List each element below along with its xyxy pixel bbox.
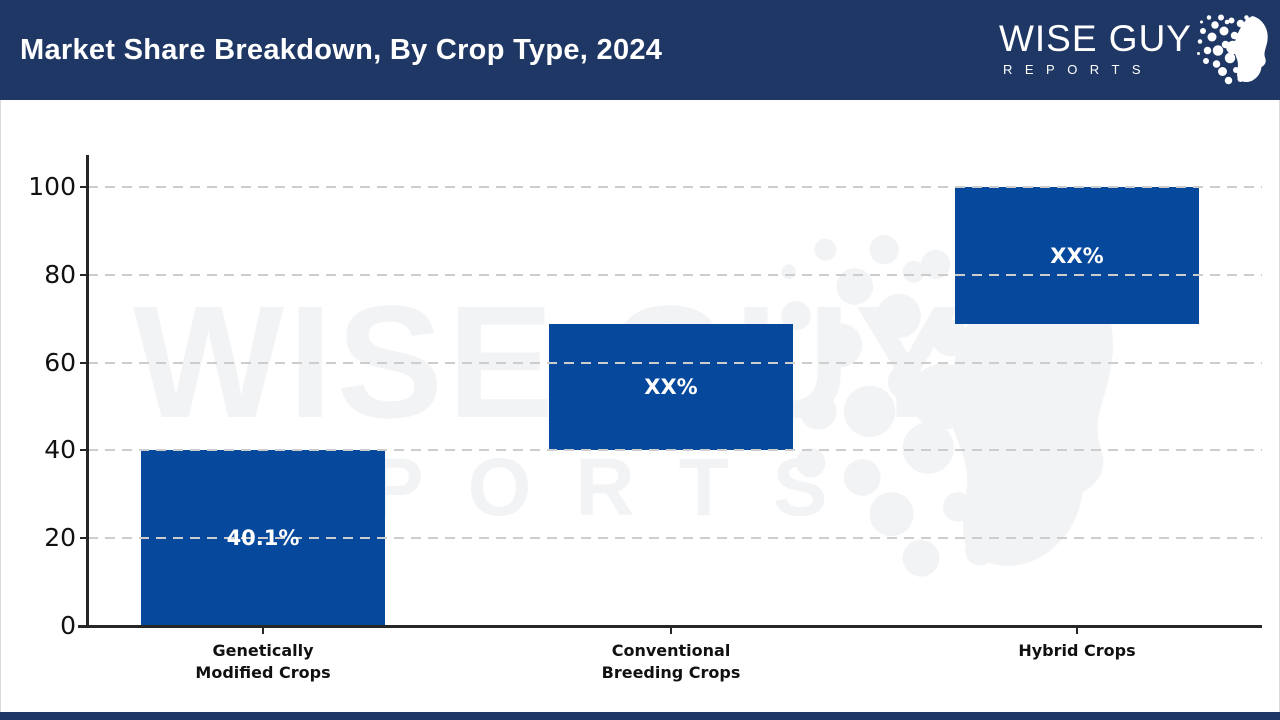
bar-segment	[955, 187, 1199, 324]
x-axis-line	[78, 624, 1262, 628]
gridline	[88, 274, 1262, 276]
brand-logo: WISE GUY REPORTS	[999, 9, 1272, 89]
y-tick-label: 20	[44, 523, 76, 552]
y-tick-mark	[80, 274, 88, 276]
brand-name: WISE GUY	[998, 18, 1192, 59]
bar-value-label: 40.1%	[226, 526, 300, 550]
x-tick-mark	[262, 626, 264, 634]
brand-subname: REPORTS	[1002, 62, 1154, 77]
y-tick-label: 100	[28, 172, 76, 201]
y-axis-line	[86, 155, 89, 628]
gridline	[88, 186, 1262, 188]
logo-face-icon	[1197, 14, 1268, 85]
bar-value-label: XX%	[1050, 243, 1104, 268]
bar-value-label: XX%	[644, 375, 698, 399]
brand-logo-text: WISE GUY REPORTS	[999, 19, 1192, 79]
y-tick-mark	[80, 186, 88, 188]
y-tick-label: 80	[44, 260, 76, 289]
bar-segment	[549, 324, 793, 450]
gridline	[88, 362, 1262, 364]
x-category-label: Genetically Modified Crops	[195, 641, 331, 682]
x-category-label: Hybrid Crops	[1018, 641, 1136, 660]
y-tick-label: 60	[44, 348, 76, 377]
gridline	[88, 449, 1262, 451]
footer-bar	[0, 712, 1280, 720]
y-tick-label: 40	[44, 435, 76, 464]
y-tick-label: 0	[60, 611, 76, 640]
x-tick-mark	[1076, 626, 1078, 634]
y-tick-mark	[80, 449, 88, 451]
x-category-label: Conventional Breeding Crops	[601, 641, 741, 682]
page-title: Market Share Breakdown, By Crop Type, 20…	[20, 33, 663, 66]
gridline	[88, 537, 1262, 539]
y-tick-mark	[80, 362, 88, 364]
y-tick-mark	[80, 537, 88, 539]
x-tick-mark	[670, 626, 672, 634]
header-bar: Market Share Breakdown, By Crop Type, 20…	[0, 0, 1280, 100]
